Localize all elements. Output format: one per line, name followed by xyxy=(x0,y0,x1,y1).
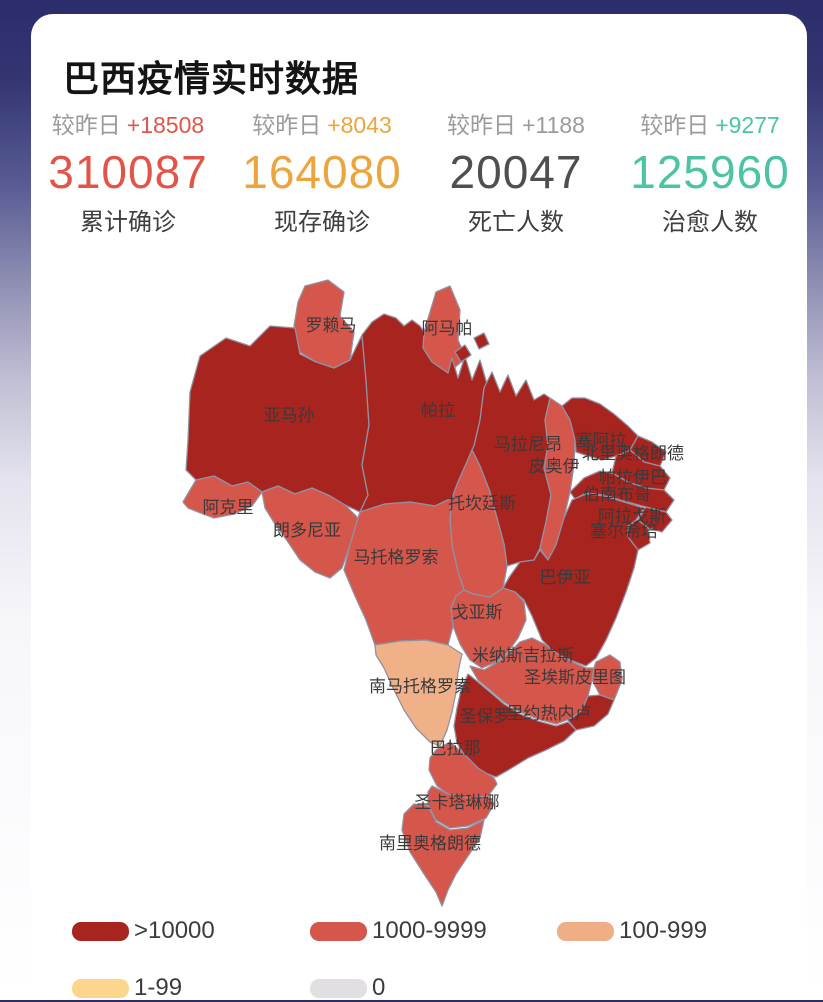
stat-deaths: 较昨日 +1188 20047 死亡人数 xyxy=(419,112,613,236)
state-label-minas-gerais: 米纳斯吉拉斯 xyxy=(472,646,574,665)
state-label-paraiba: 帕拉伊巴 xyxy=(599,468,667,487)
legend-item--10000: >10000 xyxy=(72,917,310,944)
stat-delta: +18508 xyxy=(126,112,205,138)
state-label-ceara: 塞阿拉 xyxy=(576,431,627,450)
state-label-espirito-santo: 圣埃斯皮里图 xyxy=(524,668,626,687)
page-title: 巴西疫情实时数据 xyxy=(63,58,360,99)
state-mato-grosso-do-sul[interactable] xyxy=(374,639,463,747)
stat-delta: +9277 xyxy=(715,112,780,138)
state-label-amapa: 阿马帕 xyxy=(422,319,473,338)
state-label-tocantins: 托坎廷斯 xyxy=(448,494,516,513)
legend-label: >10000 xyxy=(134,917,215,944)
state-ilha-1[interactable] xyxy=(454,344,472,363)
state-label-rondonia: 朗多尼亚 xyxy=(273,521,341,540)
state-acre[interactable] xyxy=(182,475,263,519)
state-label-rio-grande-do-sul: 南里奥格朗德 xyxy=(379,834,481,853)
legend-swatch xyxy=(72,921,129,941)
state-label-piaui: 皮奥伊 xyxy=(529,457,580,476)
stat-compare: 较昨日 +9277 xyxy=(613,112,807,138)
state-rio-de-janeiro[interactable] xyxy=(567,694,615,731)
state-label-bahia: 巴伊亚 xyxy=(540,568,591,587)
state-label-mato-grosso-do-sul: 南马托格罗索 xyxy=(369,677,471,696)
state-mato-grosso[interactable] xyxy=(343,497,465,646)
stat-confirmed-active: 较昨日 +8043 164080 现存确诊 xyxy=(225,112,419,236)
state-label-sergipe: 塞尔希培 xyxy=(590,522,658,541)
stat-name: 累计确诊 xyxy=(80,209,176,236)
stat-compare: 较昨日 +8043 xyxy=(225,112,419,138)
legend-item-1-99: 1-99 xyxy=(72,974,310,1001)
legend-label: 0 xyxy=(372,974,386,1001)
stat-compare-label: 较昨日 xyxy=(252,112,322,138)
state-rondonia[interactable] xyxy=(261,485,359,579)
legend-label: 100-999 xyxy=(619,917,708,944)
state-bahia[interactable] xyxy=(502,493,645,667)
legend-item-1000-9999: 1000-9999 xyxy=(310,917,557,944)
legend-swatch xyxy=(310,978,367,998)
stat-compare-label: 较昨日 xyxy=(51,112,121,138)
stat-value: 164080 xyxy=(242,146,402,198)
stat-delta: +8043 xyxy=(327,112,392,138)
state-label-parana: 巴拉那 xyxy=(430,739,481,758)
stat-name: 治愈人数 xyxy=(662,209,758,236)
state-santa-catarina[interactable] xyxy=(427,785,495,829)
state-label-rio-de-janeiro: 里约热内卢 xyxy=(507,704,592,723)
stat-value: 125960 xyxy=(630,146,790,198)
state-rio-grande-do-sul[interactable] xyxy=(401,803,485,907)
state-label-santa-catarina: 圣卡塔琳娜 xyxy=(415,793,500,812)
stat-compare-label: 较昨日 xyxy=(447,112,517,138)
state-label-mato-grosso: 马托格罗索 xyxy=(354,548,439,567)
legend-label: 1-99 xyxy=(134,974,183,1001)
state-label-alagoas: 阿拉戈斯 xyxy=(598,507,666,526)
stats-row: 较昨日 +18508 310087 累计确诊 较昨日 +8043 164080 现存确诊 较昨日… xyxy=(31,112,807,236)
stat-name: 现存确诊 xyxy=(274,209,370,236)
legend-item-0: 0 xyxy=(310,974,557,1001)
stat-delta: +1188 xyxy=(522,112,585,138)
state-label-pernambuco: 伯南布哥 xyxy=(583,485,651,504)
state-label-maranhao: 马拉尼昂 xyxy=(494,435,562,454)
stat-compare: 较昨日 +18508 xyxy=(31,112,225,138)
state-label-roraima: 罗赖马 xyxy=(306,316,357,335)
state-sao-paulo[interactable] xyxy=(453,673,577,778)
state-label-para: 帕拉 xyxy=(421,401,455,420)
stat-compare-label: 较昨日 xyxy=(640,112,710,138)
state-label-acre: 阿克里 xyxy=(203,498,254,517)
legend-swatch xyxy=(310,921,367,941)
map-legend: >10000 1000-9999 100-999 1-99 0 xyxy=(72,917,792,1001)
legend-swatch xyxy=(557,921,614,941)
state-ilha-2[interactable] xyxy=(473,332,490,350)
state-label-sao-paulo: 圣保罗 xyxy=(460,707,511,726)
stat-name: 死亡人数 xyxy=(468,209,564,236)
stat-value: 20047 xyxy=(449,146,583,198)
state-goias[interactable] xyxy=(450,587,527,669)
state-label-rio-grande-do-norte: 北里奥格朗德 xyxy=(582,444,684,463)
stat-compare: 较昨日 +1188 xyxy=(419,112,613,138)
legend-swatch xyxy=(72,978,129,998)
stat-value: 310087 xyxy=(48,146,208,198)
stat-cured: 较昨日 +9277 125960 治愈人数 xyxy=(613,112,807,236)
state-label-goias: 戈亚斯 xyxy=(452,603,503,622)
state-pernambuco[interactable] xyxy=(569,470,675,513)
state-label-amazonas: 亚马孙 xyxy=(264,406,315,425)
legend-item-100-999: 100-999 xyxy=(557,917,792,944)
stat-confirmed-total: 较昨日 +18508 310087 累计确诊 xyxy=(31,112,225,236)
legend-label: 1000-9999 xyxy=(372,917,487,944)
